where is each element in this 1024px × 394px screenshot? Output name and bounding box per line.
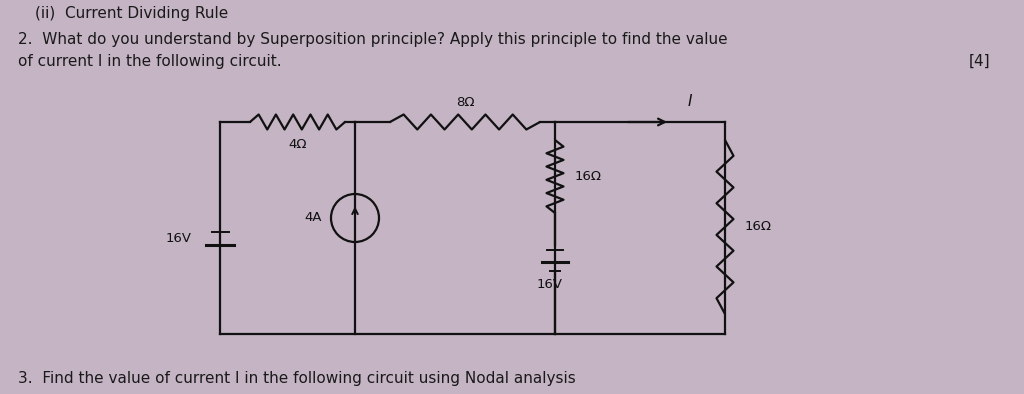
Text: 4A: 4A	[304, 212, 322, 225]
Text: [4]: [4]	[969, 54, 990, 69]
Text: 16V: 16V	[166, 232, 193, 245]
Text: (ii)  Current Dividing Rule: (ii) Current Dividing Rule	[35, 6, 228, 21]
Text: of current I in the following circuit.: of current I in the following circuit.	[18, 54, 282, 69]
Text: 16Ω: 16Ω	[745, 221, 772, 234]
Text: 8Ω: 8Ω	[456, 96, 474, 109]
Text: 16Ω: 16Ω	[575, 170, 602, 183]
Text: I: I	[688, 94, 692, 109]
Text: 4Ω: 4Ω	[288, 138, 307, 151]
Text: 16V: 16V	[537, 278, 563, 291]
Text: 2.  What do you understand by Superposition principle? Apply this principle to f: 2. What do you understand by Superpositi…	[18, 32, 728, 47]
Text: 3.  Find the value of current I in the following circuit using Nodal analysis: 3. Find the value of current I in the fo…	[18, 371, 575, 386]
